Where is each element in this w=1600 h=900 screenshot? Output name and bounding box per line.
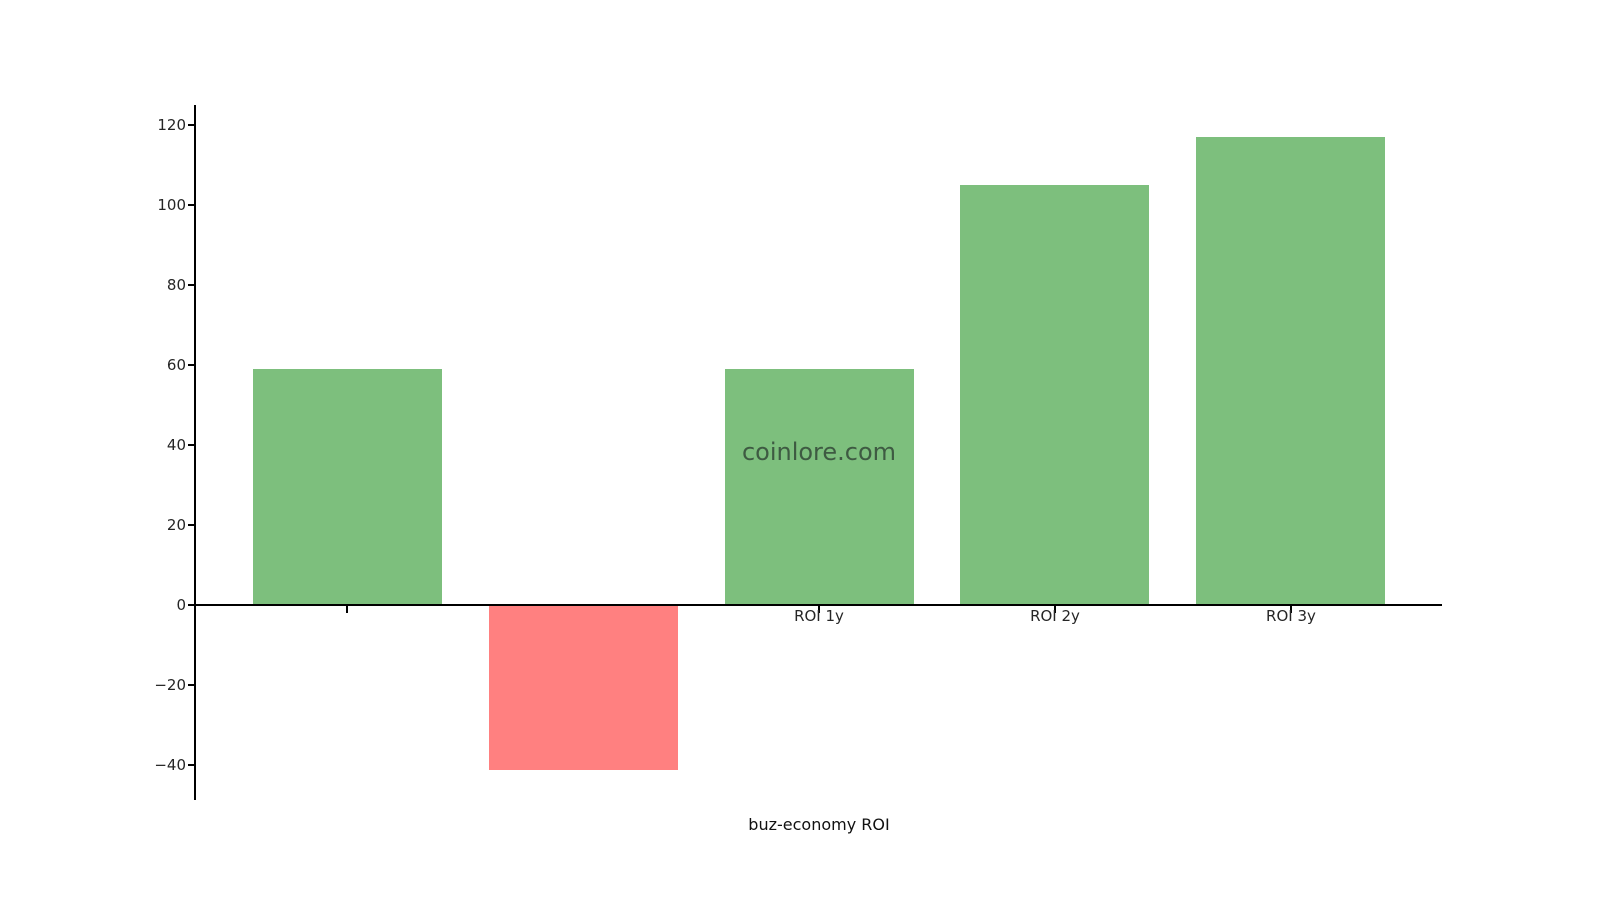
x-tick-label: ROI 2y (1030, 607, 1080, 625)
y-tick-label: 0 (176, 596, 186, 614)
bar-roi-3y (1196, 137, 1385, 605)
y-tick-mark (188, 124, 196, 126)
x-tick-label: ROI 1y (794, 607, 844, 625)
chart-title: buz-economy ROI (748, 815, 890, 834)
y-tick-mark (188, 444, 196, 446)
y-tick-mark (188, 204, 196, 206)
y-tick-label: 120 (157, 116, 186, 134)
y-tick-label: −20 (154, 676, 186, 694)
y-tick-mark (188, 604, 196, 606)
y-tick-mark (188, 284, 196, 286)
x-tick-mark (818, 605, 820, 613)
y-tick-mark (188, 364, 196, 366)
bar-roi-1y (725, 369, 914, 605)
x-tick-label: ROI 3y (1266, 607, 1316, 625)
y-tick-mark (188, 524, 196, 526)
x-tick-mark (346, 605, 349, 613)
y-tick-label: 40 (166, 436, 186, 454)
watermark-text: coinlore.com (741, 438, 897, 466)
y-tick-label: 80 (166, 276, 186, 294)
y-tick-label: 60 (166, 356, 186, 374)
y-axis-line (194, 105, 196, 800)
x-axis-zero-line (196, 604, 1442, 606)
y-tick-mark (188, 684, 196, 686)
bar-roi-2y (960, 185, 1149, 605)
bar-unlabeled-0 (253, 369, 442, 605)
bar-unlabeled-1 (489, 606, 678, 770)
y-tick-label: −40 (154, 756, 186, 774)
y-tick-label: 100 (157, 196, 186, 214)
x-tick-mark (1053, 605, 1056, 613)
y-tick-label: 20 (166, 516, 186, 534)
x-tick-mark (1289, 605, 1292, 613)
y-tick-mark (188, 764, 196, 766)
